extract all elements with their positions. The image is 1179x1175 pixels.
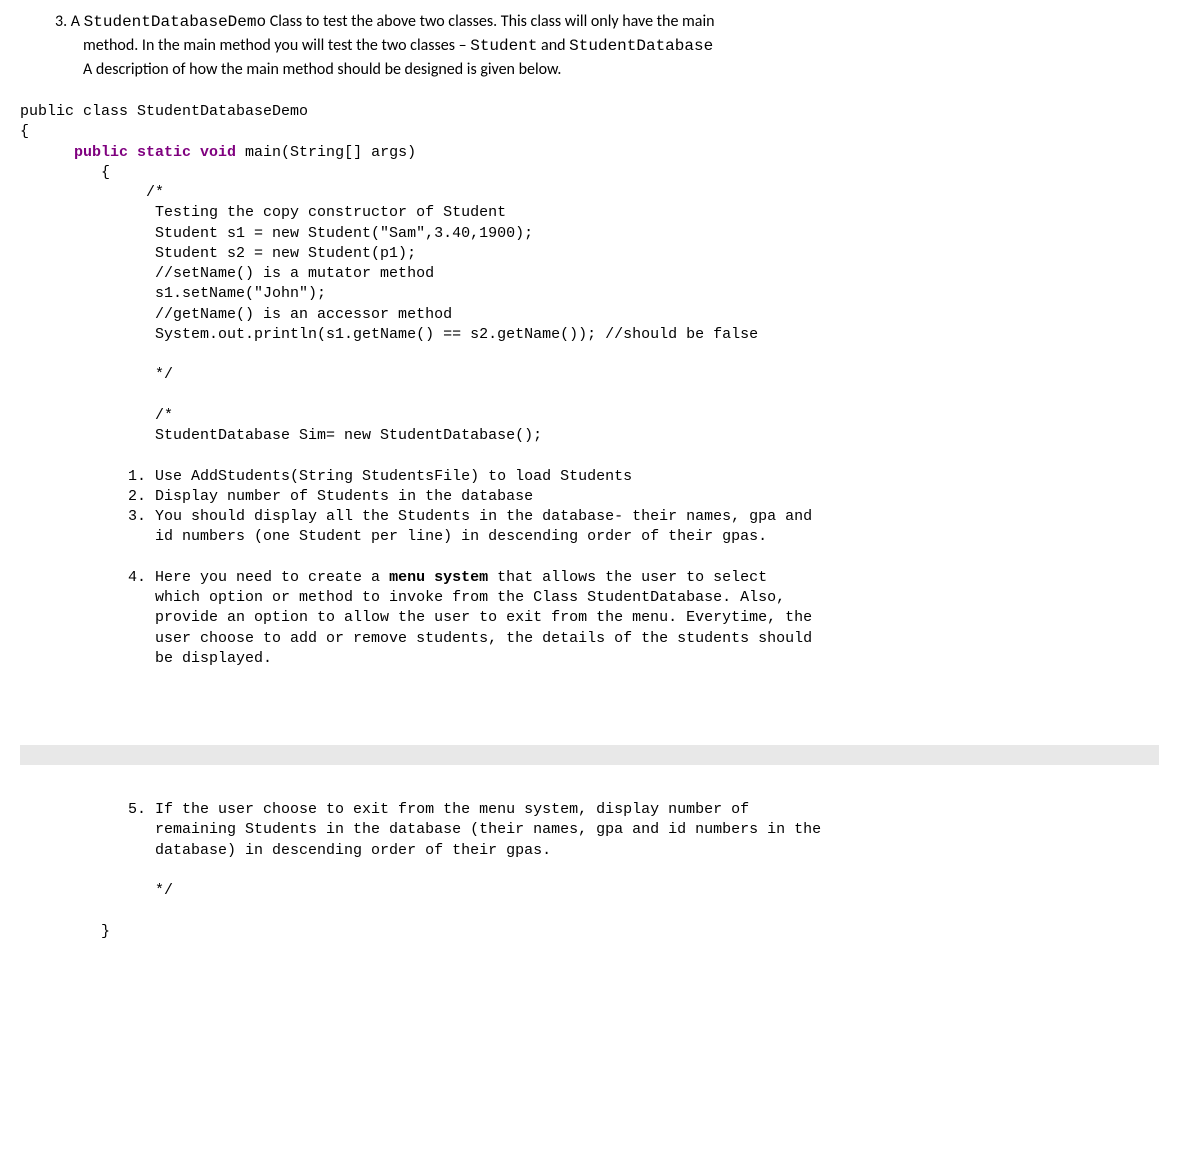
code-line: id numbers (one Student per line) in des… — [20, 528, 767, 545]
intro-section: 3. A StudentDatabaseDemo Class to test t… — [20, 10, 1159, 82]
intro-text: method. In the main method you will test… — [83, 36, 470, 55]
intro-line-1: 3. A StudentDatabaseDemo Class to test t… — [55, 10, 1159, 34]
code-block: public class StudentDatabaseDemo { publi… — [20, 102, 1159, 730]
intro-line-2: method. In the main method you will test… — [55, 34, 1159, 58]
class-name: StudentDatabaseDemo — [84, 13, 266, 31]
code-line: */ — [20, 882, 173, 899]
intro-text: A — [71, 12, 84, 31]
code-line: //getName() is an accessor method — [20, 306, 452, 323]
code-line: s1.setName("John"); — [20, 285, 326, 302]
code-line: be displayed. — [20, 650, 272, 667]
code-line: StudentDatabase Sim= new StudentDatabase… — [20, 427, 542, 444]
code-line: user choose to add or remove students, t… — [20, 630, 812, 647]
code-line: //setName() is a mutator method — [20, 265, 434, 282]
code-line: } — [20, 923, 110, 940]
code-line: which option or method to invoke from th… — [20, 589, 785, 606]
code-line: 2. Display number of Students in the dat… — [20, 488, 533, 505]
code-line: that allows the user to select — [488, 569, 767, 586]
code-line: Student s2 = new Student(p1); — [20, 245, 416, 262]
code-line: /* — [20, 407, 173, 424]
code-line: public class StudentDatabaseDemo — [20, 103, 308, 120]
highlight-bar — [20, 745, 1159, 765]
code-line: 4. Here you need to create a — [20, 569, 389, 586]
code-line: { — [20, 123, 29, 140]
item-number: 3. — [55, 12, 67, 31]
code-line: /* — [20, 184, 164, 201]
code-line: { — [20, 164, 110, 181]
code-container: public class StudentDatabaseDemo { publi… — [20, 102, 1159, 942]
code-line: 3. You should display all the Students i… — [20, 508, 812, 525]
code-line: provide an option to allow the user to e… — [20, 609, 812, 626]
code-line: 1. Use AddStudents(String StudentsFile) … — [20, 468, 632, 485]
code-line: Testing the copy constructor of Student — [20, 204, 506, 221]
intro-line-3: A description of how the main method sho… — [55, 58, 1159, 82]
class-name: StudentDatabase — [569, 37, 713, 55]
bold-text: menu system — [389, 569, 488, 586]
code-line: main(String[] args) — [236, 144, 416, 161]
class-name: Student — [470, 37, 537, 55]
code-line: 5. If the user choose to exit from the m… — [20, 801, 749, 818]
keyword: public static void — [74, 144, 236, 161]
intro-text: and — [537, 36, 569, 55]
intro-text: A description of how the main method sho… — [83, 60, 561, 79]
code-line: System.out.println(s1.getName() == s2.ge… — [20, 326, 758, 343]
code-indent — [20, 144, 74, 161]
code-line: remaining Students in the database (thei… — [20, 821, 821, 838]
intro-text: Class to test the above two classes. Thi… — [266, 12, 714, 31]
code-line: database) in descending order of their g… — [20, 842, 551, 859]
code-block-2: 5. If the user choose to exit from the m… — [20, 780, 1159, 942]
code-line: Student s1 = new Student("Sam",3.40,1900… — [20, 225, 533, 242]
code-line: */ — [20, 366, 173, 383]
